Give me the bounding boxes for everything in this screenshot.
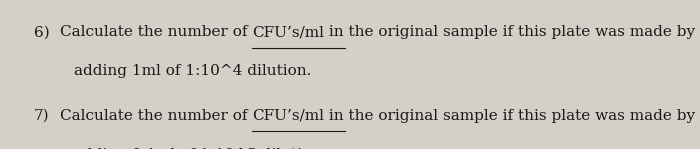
Text: in the original sample if this plate was made by: in the original sample if this plate was… <box>324 109 695 123</box>
Text: adding 0.1ml of 1:10^5 dilution.: adding 0.1ml of 1:10^5 dilution. <box>74 148 326 149</box>
Text: Calculate the number of: Calculate the number of <box>60 109 252 123</box>
Text: CFU’s/ml: CFU’s/ml <box>252 109 324 123</box>
Text: adding 1ml of 1:10^4 dilution.: adding 1ml of 1:10^4 dilution. <box>74 64 311 78</box>
Text: CFU’s/ml: CFU’s/ml <box>252 25 324 39</box>
Text: Calculate the number of: Calculate the number of <box>60 25 252 39</box>
Text: 6): 6) <box>34 25 49 39</box>
Text: in the original sample if this plate was made by: in the original sample if this plate was… <box>324 25 695 39</box>
Text: 7): 7) <box>34 109 49 123</box>
